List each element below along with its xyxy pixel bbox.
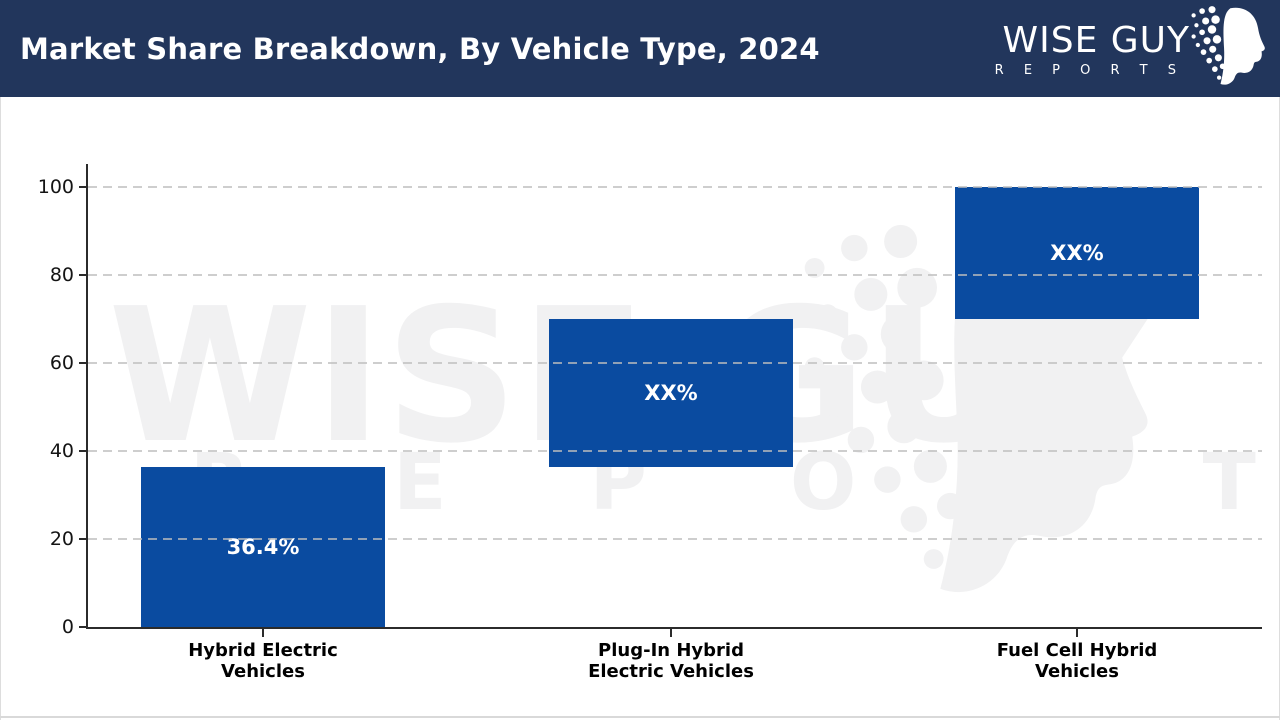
category-label-line1: Plug-In Hybrid — [598, 640, 744, 661]
page-title: Market Share Breakdown, By Vehicle Type,… — [20, 31, 820, 66]
gridline-100 — [88, 186, 1262, 188]
category-label-3: Fuel Cell Hybrid Vehicles — [917, 640, 1237, 682]
bar-1: 36.4% — [141, 466, 385, 627]
category-label-line1: Fuel Cell Hybrid — [996, 640, 1158, 661]
bottom-border-rule — [0, 716, 1280, 718]
header-bar: Market Share Breakdown, By Vehicle Type,… — [0, 0, 1280, 97]
gridline-60 — [88, 362, 1262, 364]
wise-guy-reports-logo: WISE GUY R E P O R T S — [995, 0, 1268, 97]
y-tick-20 — [79, 538, 87, 540]
bar-value-label-3: XX% — [1050, 241, 1104, 265]
y-tick-80 — [79, 274, 87, 276]
gridline-80 — [88, 274, 1262, 276]
x-axis-line — [86, 627, 1262, 629]
y-tick-40 — [79, 450, 87, 452]
y-tick-label-100: 100 — [37, 176, 74, 198]
logo-wordmark: WISE GUY — [1002, 20, 1190, 61]
left-border-rule — [0, 97, 1, 720]
category-label-1: Hybrid Electric Vehicles — [103, 640, 423, 682]
y-tick-label-60: 60 — [49, 352, 74, 374]
logo-subtext: R E P O R T S — [994, 63, 1184, 78]
y-tick-0 — [79, 626, 87, 628]
category-label-line2: Electric Vehicles — [588, 661, 754, 682]
gridline-40 — [88, 450, 1262, 452]
watermark-face-graphic — [804, 224, 1148, 593]
x-tick-2 — [670, 629, 672, 637]
category-label-2: Plug-In Hybrid Electric Vehicles — [511, 640, 831, 682]
bar-2: XX% — [549, 319, 793, 467]
y-tick-60 — [79, 362, 87, 364]
bar-value-label-2: XX% — [644, 380, 698, 405]
x-tick-3 — [1076, 629, 1078, 637]
category-label-line2: Vehicles — [1035, 661, 1119, 682]
y-axis-line — [86, 164, 88, 629]
y-tick-label-80: 80 — [49, 264, 74, 286]
y-tick-label-0: 0 — [61, 616, 74, 638]
bar-3: XX% — [955, 187, 1199, 319]
category-label-line1: Hybrid Electric — [188, 640, 338, 661]
y-tick-label-40: 40 — [49, 440, 74, 462]
gridline-20 — [88, 538, 1262, 540]
x-tick-1 — [262, 629, 264, 637]
category-label-line2: Vehicles — [221, 661, 305, 682]
dotted-face-icon — [1191, 6, 1265, 85]
y-tick-label-20: 20 — [49, 528, 74, 550]
y-tick-100 — [79, 186, 87, 188]
